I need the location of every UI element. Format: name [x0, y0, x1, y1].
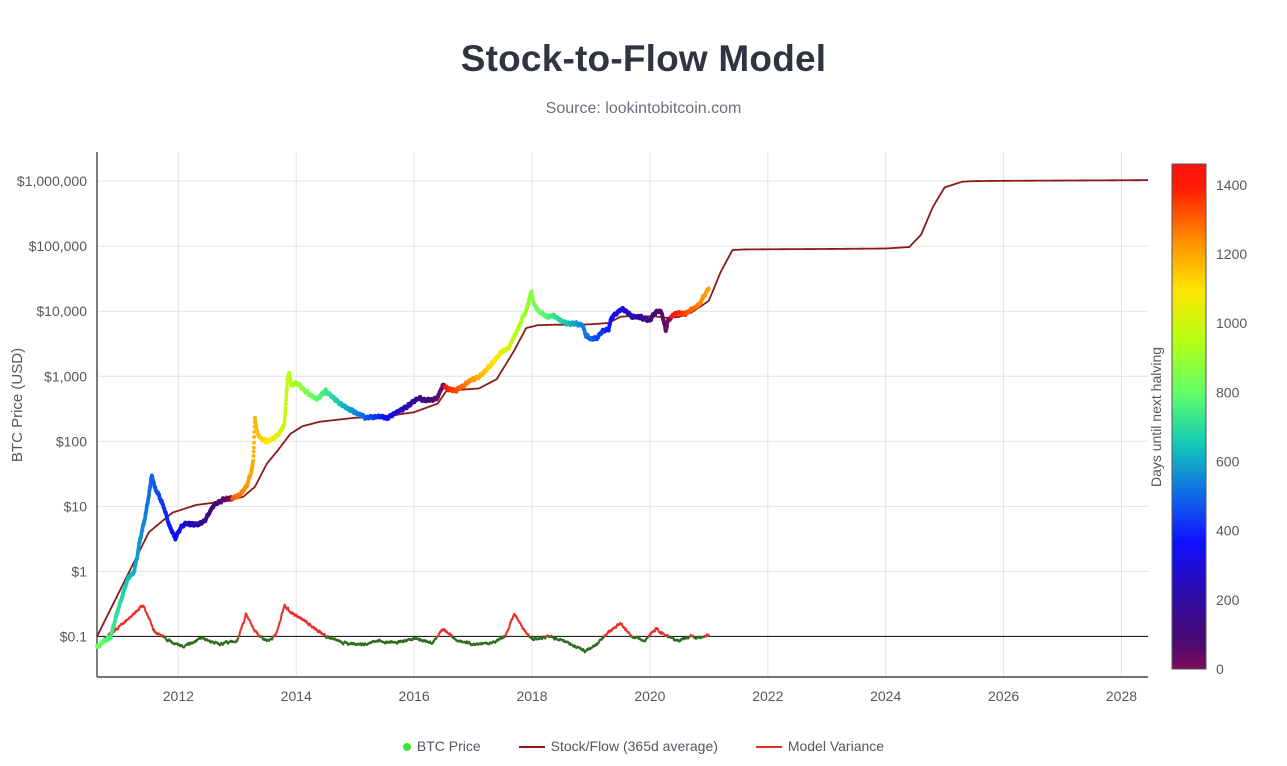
svg-text:2028: 2028	[1106, 688, 1137, 704]
svg-text:2026: 2026	[988, 688, 1019, 704]
svg-text:2018: 2018	[516, 688, 547, 704]
svg-text:$1,000: $1,000	[44, 368, 87, 384]
svg-text:1000: 1000	[1216, 315, 1247, 331]
svg-text:1400: 1400	[1216, 177, 1247, 193]
svg-text:$10: $10	[64, 498, 88, 514]
svg-text:2022: 2022	[752, 688, 783, 704]
svg-text:$10,000: $10,000	[36, 303, 87, 319]
svg-text:2024: 2024	[870, 688, 901, 704]
svg-text:2016: 2016	[399, 688, 430, 704]
svg-text:2020: 2020	[634, 688, 665, 704]
svg-text:2014: 2014	[281, 688, 312, 704]
svg-text:$1,000,000: $1,000,000	[17, 173, 87, 189]
svg-text:$100,000: $100,000	[29, 238, 88, 254]
svg-text:800: 800	[1216, 384, 1240, 400]
svg-text:$1: $1	[71, 563, 87, 579]
svg-text:0: 0	[1216, 661, 1224, 677]
svg-text:$100: $100	[56, 433, 87, 449]
svg-text:BTC Price (USD): BTC Price (USD)	[9, 348, 26, 462]
svg-text:400: 400	[1216, 523, 1240, 539]
svg-text:$0.1: $0.1	[60, 628, 87, 644]
svg-text:1200: 1200	[1216, 246, 1247, 262]
svg-text:600: 600	[1216, 453, 1240, 469]
svg-text:200: 200	[1216, 592, 1240, 608]
svg-text:Days until next halving: Days until next halving	[1148, 347, 1164, 487]
svg-text:2012: 2012	[163, 688, 194, 704]
